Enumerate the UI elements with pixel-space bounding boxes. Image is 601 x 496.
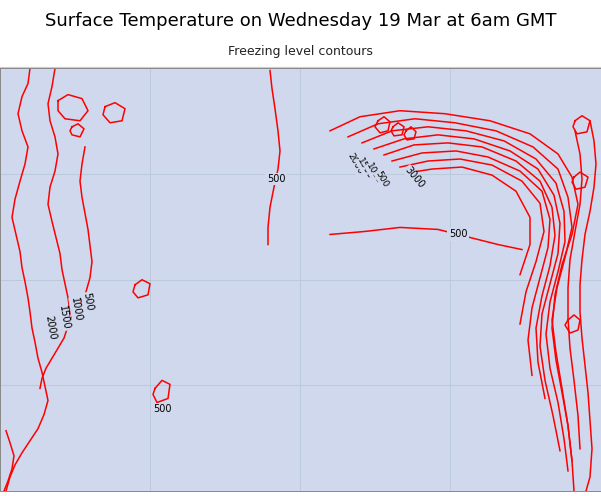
Text: 500: 500	[82, 292, 94, 312]
Text: Surface Temperature on Wednesday 19 Mar at 6am GMT: Surface Temperature on Wednesday 19 Mar …	[44, 11, 557, 30]
Text: 500: 500	[267, 174, 285, 184]
Text: 1000: 1000	[364, 162, 383, 186]
Text: 500: 500	[374, 170, 390, 189]
Text: 1500: 1500	[57, 305, 71, 331]
Text: 2000: 2000	[43, 315, 57, 341]
Text: 500: 500	[153, 404, 171, 414]
Text: Freezing level contours: Freezing level contours	[228, 45, 373, 58]
Text: 3000: 3000	[402, 165, 426, 189]
Text: 2000: 2000	[346, 152, 365, 176]
Text: 500: 500	[449, 230, 467, 240]
Text: 1000: 1000	[69, 297, 83, 323]
Text: 1500: 1500	[355, 157, 374, 181]
